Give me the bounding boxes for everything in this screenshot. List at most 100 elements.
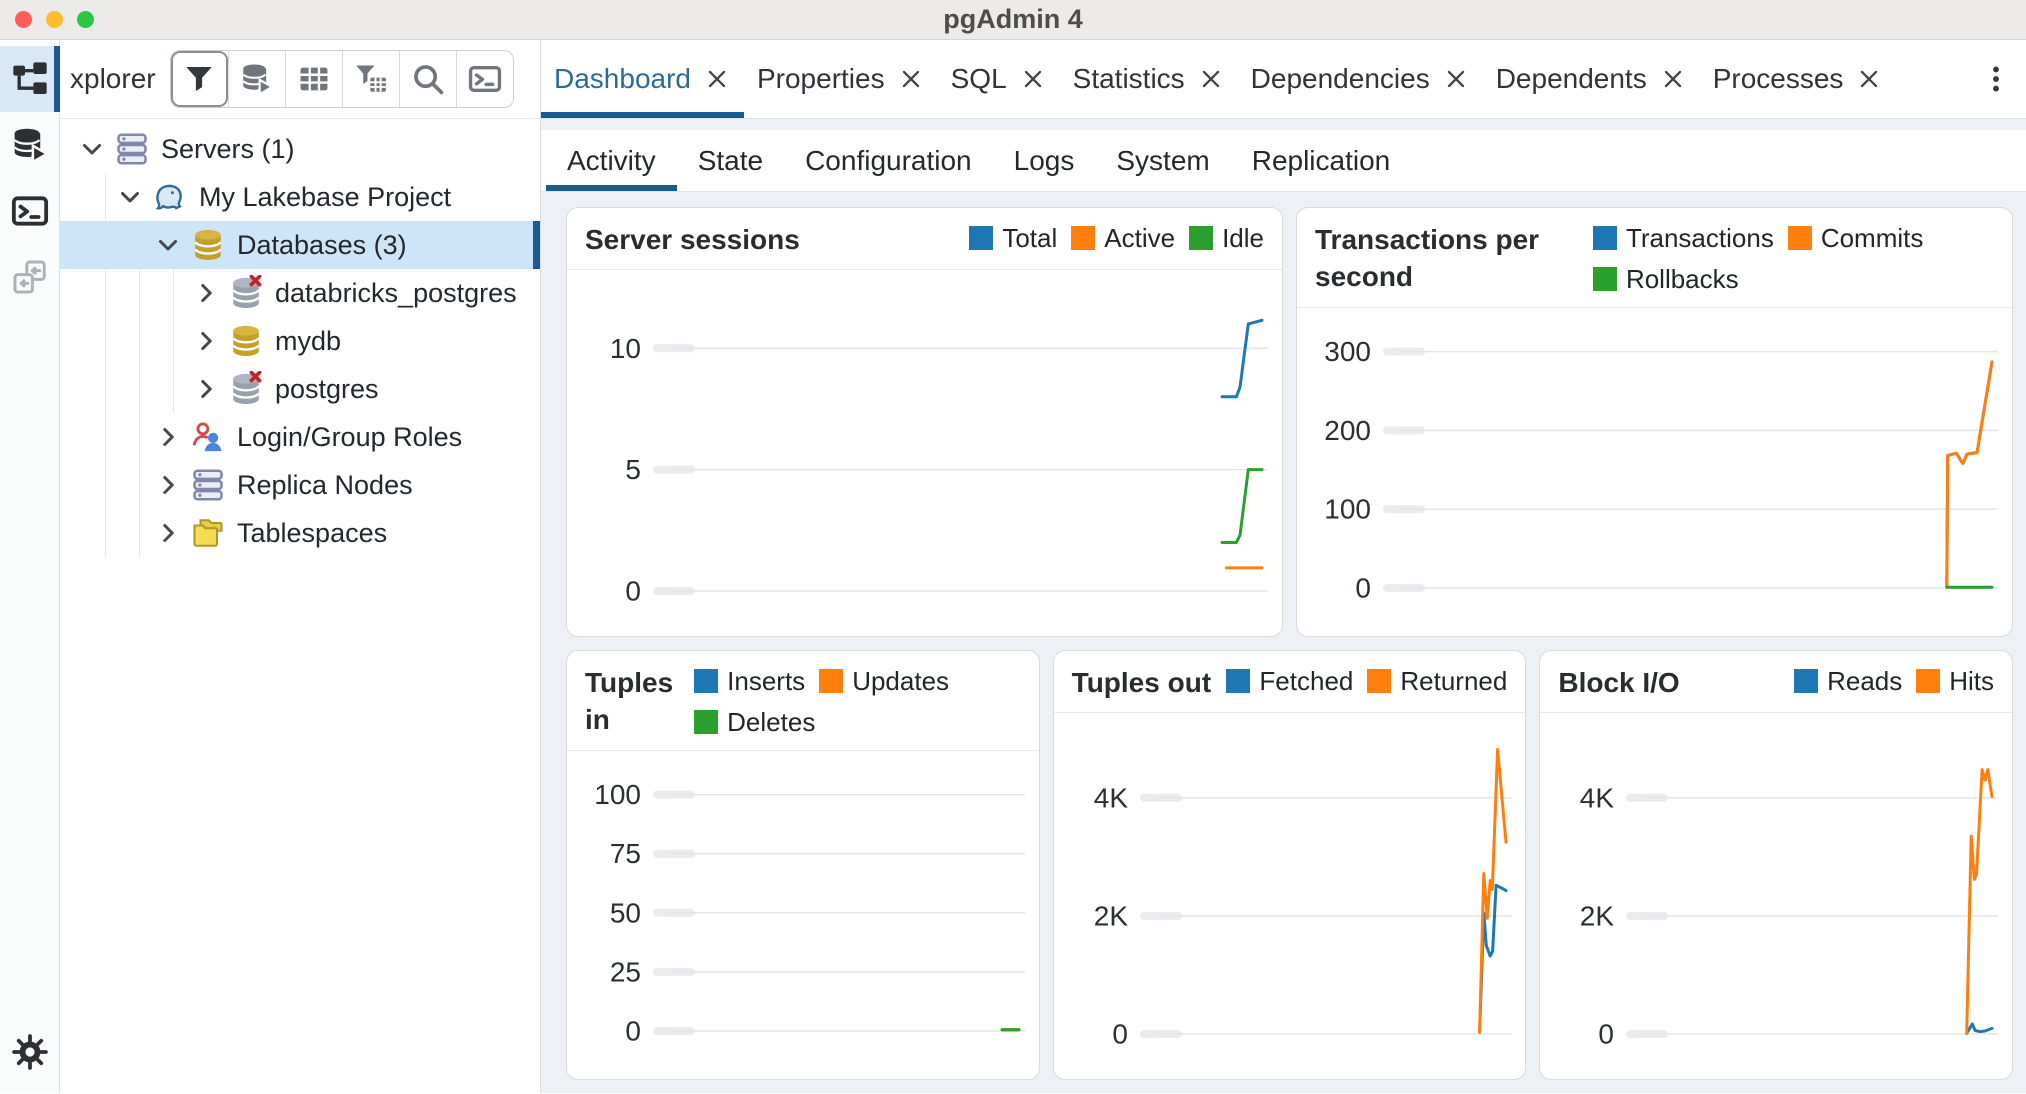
legend-swatch bbox=[819, 669, 844, 693]
tree-item-label: mydb bbox=[275, 325, 342, 356]
query-tool-button[interactable] bbox=[227, 51, 285, 107]
chart-legend: Transactions Commits Rollbacks bbox=[1592, 221, 1994, 296]
y-tick-label: 0 bbox=[1112, 1019, 1128, 1050]
database-icon bbox=[228, 323, 264, 359]
close-icon[interactable] bbox=[1020, 66, 1046, 92]
search-icon bbox=[411, 62, 445, 96]
rail-settings-button[interactable] bbox=[0, 1019, 60, 1085]
subtab-logs[interactable]: Logs bbox=[1013, 144, 1075, 176]
tree-item-tablespaces[interactable]: Tablespaces bbox=[60, 509, 540, 557]
card-title: Tuples in bbox=[585, 667, 674, 735]
legend-label: Transactions bbox=[1625, 223, 1774, 253]
tree-item-login-group-roles[interactable]: Login/Group Roles bbox=[60, 413, 540, 461]
tab-dependents[interactable]: Dependents bbox=[1483, 40, 1700, 118]
block-io-chart: 4K 2K 0 bbox=[1540, 713, 2012, 1079]
legend-label: Returned bbox=[1400, 666, 1508, 696]
tab-dependencies[interactable]: Dependencies bbox=[1238, 40, 1483, 118]
view-data-icon bbox=[297, 62, 331, 96]
tree-item-label: My Lakebase Project bbox=[199, 181, 452, 212]
filter-button[interactable] bbox=[170, 51, 228, 107]
legend-item-idle: Idle bbox=[1189, 221, 1264, 255]
subtab-system[interactable]: System bbox=[1116, 144, 1210, 176]
card-title: Server sessions bbox=[585, 224, 800, 255]
close-icon[interactable] bbox=[1856, 66, 1882, 92]
chevron-right-icon[interactable] bbox=[152, 517, 184, 549]
close-icon[interactable] bbox=[1443, 66, 1469, 92]
chevron-down-icon[interactable] bbox=[152, 229, 184, 261]
server-icon bbox=[114, 131, 150, 167]
close-window-button[interactable] bbox=[15, 11, 32, 28]
view-data-button[interactable] bbox=[284, 51, 342, 107]
chevron-down-icon[interactable] bbox=[76, 133, 108, 165]
subtab-state[interactable]: State bbox=[697, 144, 764, 176]
activity-rail bbox=[0, 40, 60, 1093]
legend-label: Inserts bbox=[727, 666, 806, 696]
tab-properties[interactable]: Properties bbox=[744, 40, 938, 118]
chevron-right-icon[interactable] bbox=[190, 277, 222, 309]
search-button[interactable] bbox=[398, 51, 456, 107]
rail-query-tool-button[interactable] bbox=[0, 112, 60, 178]
transactions-per-second-card: Transactions per second Transactions Comm… bbox=[1296, 207, 2013, 637]
zoom-window-button[interactable] bbox=[77, 11, 94, 28]
tree-item-replica-nodes[interactable]: Replica Nodes bbox=[60, 461, 540, 509]
tree-item-databases-3[interactable]: Databases (3) bbox=[60, 221, 540, 269]
minimize-window-button[interactable] bbox=[46, 11, 63, 28]
tree-item-databricks-postgres[interactable]: databricks_postgres bbox=[60, 269, 540, 317]
tree-item-label: postgres bbox=[275, 373, 379, 404]
close-icon[interactable] bbox=[1660, 66, 1686, 92]
y-tick-label: 4K bbox=[1093, 782, 1128, 813]
chevron-down-icon[interactable] bbox=[114, 181, 146, 213]
y-tick-label: 300 bbox=[1324, 336, 1371, 367]
tuples-out-chart: 4K 2K 0 bbox=[1054, 713, 1526, 1079]
series-commits bbox=[1945, 360, 1994, 589]
filtered-rows-button[interactable] bbox=[341, 51, 399, 107]
tree-item-my-lakebase-project[interactable]: My Lakebase Project bbox=[60, 173, 540, 221]
subtab-configuration[interactable]: Configuration bbox=[805, 144, 972, 176]
chevron-right-icon[interactable] bbox=[152, 469, 184, 501]
tab-label: Dependencies bbox=[1250, 63, 1430, 94]
tab-label: Dashboard bbox=[554, 63, 691, 94]
tuples-in-chart: 100 75 50 25 0 bbox=[567, 751, 1039, 1079]
server-sessions-card: Server sessions Total Active Idle 10 5 0 bbox=[566, 207, 1283, 637]
tree-item-label: Login/Group Roles bbox=[237, 421, 463, 452]
y-tick-label: 4K bbox=[1580, 782, 1615, 813]
psql-tool-button[interactable] bbox=[455, 51, 513, 107]
legend-label: Commits bbox=[1820, 223, 1924, 253]
rail-object-explorer-button[interactable] bbox=[0, 46, 60, 112]
chevron-right-icon[interactable] bbox=[152, 421, 184, 453]
tree-item-postgres[interactable]: postgres bbox=[60, 365, 540, 413]
legend-item-hits: Hits bbox=[1916, 664, 1994, 698]
y-tick-label: 0 bbox=[625, 576, 641, 607]
database-icon bbox=[190, 227, 226, 263]
tab-sql[interactable]: SQL bbox=[938, 40, 1060, 118]
close-icon[interactable] bbox=[1198, 66, 1224, 92]
legend-label: Rollbacks bbox=[1625, 264, 1739, 294]
legend-swatch bbox=[694, 669, 719, 693]
close-icon[interactable] bbox=[898, 66, 924, 92]
tree-item-servers-1[interactable]: Servers (1) bbox=[60, 125, 540, 173]
tab-statistics[interactable]: Statistics bbox=[1060, 40, 1238, 118]
chevron-right-icon[interactable] bbox=[190, 325, 222, 357]
tab-processes[interactable]: Processes bbox=[1700, 40, 1897, 118]
y-tick-label: 25 bbox=[610, 956, 641, 987]
subtab-activity[interactable]: Activity bbox=[546, 130, 677, 191]
login-group-roles-icon bbox=[190, 419, 226, 455]
settings-icon bbox=[11, 1033, 49, 1071]
rail-psql-tool-button[interactable] bbox=[0, 178, 60, 244]
tree-item-label: Tablespaces bbox=[237, 517, 388, 548]
legend-item-rollbacks: Rollbacks bbox=[1592, 262, 1739, 296]
close-icon[interactable] bbox=[704, 66, 730, 92]
legend-item-inserts: Inserts bbox=[694, 664, 805, 698]
rail-schema-diff-button[interactable] bbox=[0, 244, 60, 310]
transactions-per-second-chart: 300 200 100 0 bbox=[1297, 308, 2012, 636]
tab-dashboard[interactable]: Dashboard bbox=[541, 40, 744, 118]
kebab-menu-icon[interactable] bbox=[1980, 63, 2012, 95]
y-tick-label: 5 bbox=[625, 454, 641, 485]
subtab-replication[interactable]: Replication bbox=[1251, 144, 1391, 176]
legend-item-updates: Updates bbox=[819, 664, 949, 698]
chart-legend: Total Active Idle bbox=[969, 221, 1264, 255]
tree-item-mydb[interactable]: mydb bbox=[60, 317, 540, 365]
chevron-right-icon[interactable] bbox=[190, 373, 222, 405]
y-tick-label: 0 bbox=[1355, 573, 1371, 604]
series-hits bbox=[1965, 768, 1994, 1035]
